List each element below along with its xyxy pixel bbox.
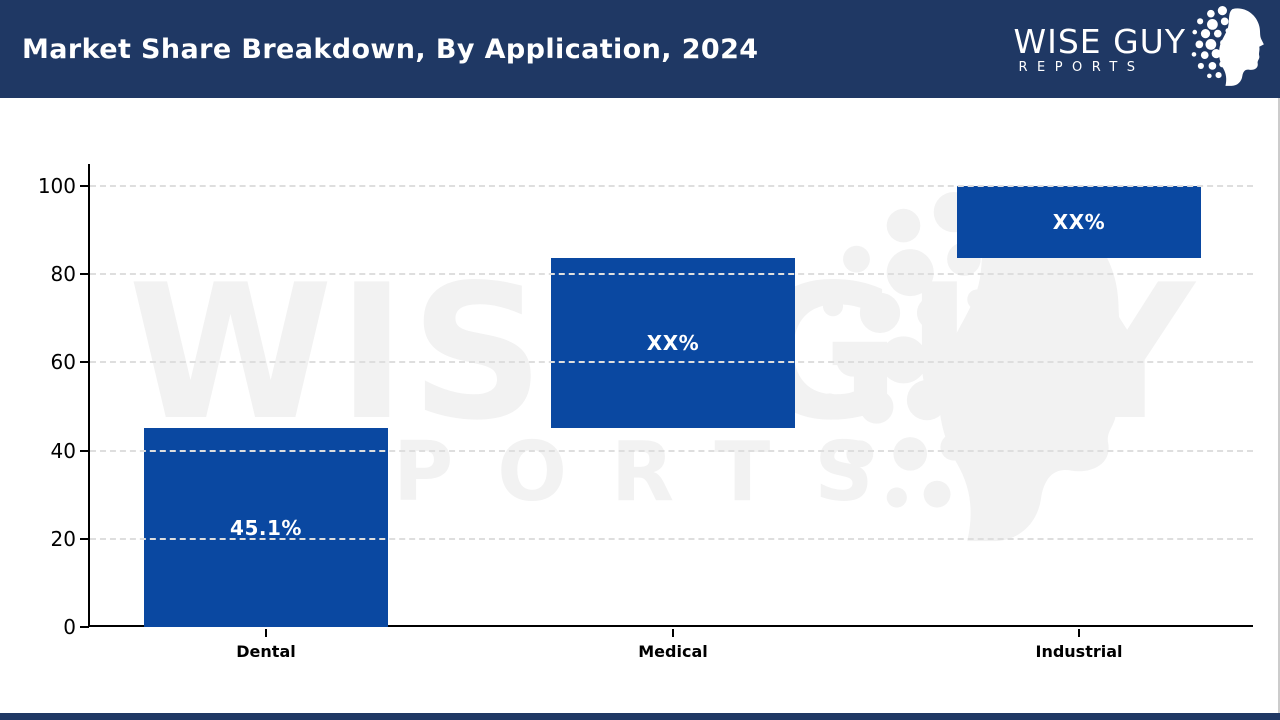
- y-tick-label-40: 40: [50, 438, 76, 463]
- bar-label-industrial: XX%: [1052, 210, 1106, 235]
- y-tick-label-0: 0: [63, 615, 76, 639]
- x-tick-label-dental: Dental: [236, 642, 296, 661]
- footer-bar: [0, 713, 1280, 720]
- logo-wordmark-line2: REPORTS: [1018, 59, 1145, 75]
- x-tick-industrial: [1078, 629, 1080, 637]
- x-tick-medical: [672, 629, 674, 637]
- brand-logo: WISE GUY REPORTS: [1013, 6, 1266, 92]
- plot-area: WISE GUY REPORTS 0 20 40 60 80 100 45.1% Dental…: [38, 164, 1253, 661]
- y-tick-60: [80, 361, 89, 364]
- bar-industrial: XX%: [957, 186, 1201, 259]
- logo-wordmark-line1: WISE GUY: [1013, 21, 1186, 61]
- gridline-40: [90, 449, 1253, 452]
- gridline-80: [90, 273, 1253, 276]
- y-tick-label-80: 80: [50, 262, 76, 287]
- x-tick-label-medical: Medical: [638, 642, 708, 661]
- gridline-20: [90, 537, 1253, 540]
- x-tick-label-industrial: Industrial: [1035, 642, 1123, 661]
- gridline-60: [90, 361, 1253, 364]
- gridline-100: [90, 185, 1253, 188]
- logo-face-icon: [1191, 6, 1264, 86]
- figure-right-border: [1278, 98, 1280, 714]
- logo-wordmark: WISE GUY REPORTS: [1013, 25, 1186, 74]
- y-tick-100: [80, 185, 89, 188]
- bar-dental: 45.1%: [144, 428, 388, 627]
- y-tick-0: [80, 626, 89, 628]
- bar-medical: XX%: [551, 258, 795, 429]
- y-tick-20: [80, 537, 89, 540]
- bar-label-medical: XX%: [646, 331, 700, 356]
- header: Market Share Breakdown, By Application, …: [0, 0, 1280, 98]
- x-tick-dental: [265, 629, 267, 637]
- bar-label-dental: 45.1%: [230, 515, 302, 540]
- y-tick-label-20: 20: [50, 526, 76, 551]
- page-title: Market Share Breakdown, By Application, …: [22, 33, 759, 65]
- y-tick-40: [80, 449, 89, 452]
- y-tick-80: [80, 273, 89, 276]
- y-tick-label-60: 60: [50, 350, 76, 375]
- y-tick-label-100: 100: [37, 174, 76, 199]
